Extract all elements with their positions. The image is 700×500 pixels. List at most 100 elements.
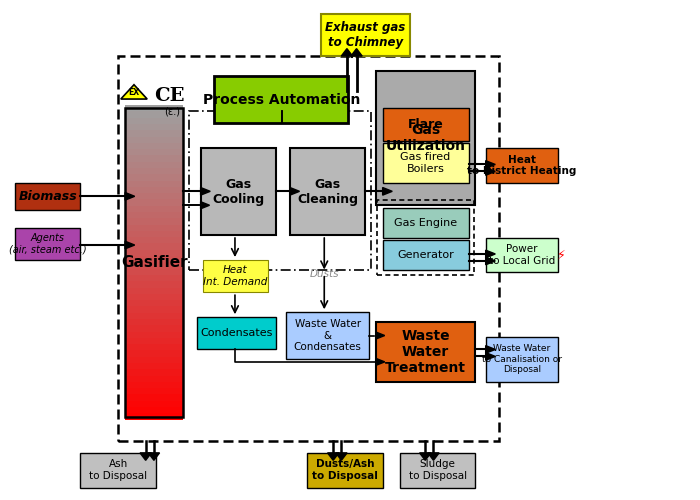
Text: Agents
(air, steam etc.): Agents (air, steam etc.) — [9, 233, 87, 254]
Bar — [125, 268, 183, 275]
Bar — [125, 142, 183, 149]
Bar — [125, 256, 183, 262]
Bar — [201, 148, 276, 235]
Bar — [125, 218, 183, 224]
Bar — [383, 240, 468, 270]
Text: Gas
Utilization: Gas Utilization — [386, 123, 466, 153]
Bar — [486, 337, 558, 382]
Bar — [376, 322, 475, 382]
Bar — [125, 300, 183, 306]
Bar — [125, 180, 183, 187]
Bar — [125, 230, 183, 237]
Bar — [125, 369, 183, 376]
Bar — [125, 306, 183, 312]
Bar — [125, 331, 183, 338]
Bar — [125, 108, 183, 416]
Text: ⚡: ⚡ — [557, 248, 566, 262]
Polygon shape — [125, 192, 134, 200]
Bar — [125, 149, 183, 156]
Bar — [125, 212, 183, 218]
Polygon shape — [201, 202, 209, 209]
Bar — [125, 274, 183, 281]
Bar — [125, 243, 183, 250]
Bar — [125, 394, 183, 401]
Text: EX: EX — [128, 88, 139, 97]
Bar — [125, 406, 183, 414]
Bar — [125, 375, 183, 382]
Bar — [125, 193, 183, 200]
Polygon shape — [486, 352, 496, 360]
Bar — [125, 130, 183, 136]
Text: Waste Water
to Canalisation or
Disposal: Waste Water to Canalisation or Disposal — [482, 344, 561, 374]
Polygon shape — [486, 160, 496, 168]
Bar — [197, 317, 276, 350]
Bar — [286, 312, 369, 360]
Bar — [125, 206, 183, 212]
Polygon shape — [383, 188, 392, 195]
Bar — [125, 199, 183, 205]
Bar — [125, 356, 183, 363]
Text: (ε.): (ε.) — [164, 107, 180, 117]
Bar — [125, 136, 183, 143]
Bar — [125, 362, 183, 370]
Bar — [383, 208, 468, 238]
Polygon shape — [376, 332, 385, 339]
Polygon shape — [419, 453, 431, 460]
Polygon shape — [486, 250, 496, 258]
Bar — [214, 76, 349, 123]
Text: Gas Engine: Gas Engine — [394, 218, 457, 228]
Text: Gas
Cooling: Gas Cooling — [212, 178, 265, 206]
Text: Power
to Local Grid: Power to Local Grid — [489, 244, 555, 266]
Bar — [118, 56, 499, 442]
Bar — [321, 14, 410, 56]
Bar — [125, 118, 183, 124]
Bar — [290, 148, 365, 235]
Polygon shape — [290, 188, 300, 195]
Text: Exhaust gas
to Chimney: Exhaust gas to Chimney — [326, 21, 405, 49]
Polygon shape — [336, 453, 347, 460]
Text: Condensates: Condensates — [200, 328, 273, 338]
Polygon shape — [428, 453, 439, 460]
Bar — [15, 183, 80, 210]
Bar — [125, 250, 183, 256]
Text: CE: CE — [155, 87, 185, 105]
Bar — [383, 143, 468, 183]
Polygon shape — [486, 346, 496, 354]
Bar — [125, 174, 183, 180]
Bar — [15, 228, 80, 260]
Bar — [125, 262, 183, 268]
Bar — [125, 124, 183, 130]
Text: Gas
Cleaning: Gas Cleaning — [298, 178, 358, 206]
Bar — [307, 453, 383, 488]
Text: Ash
to Disposal: Ash to Disposal — [89, 460, 147, 481]
Text: Dusts: Dusts — [309, 269, 339, 279]
Polygon shape — [201, 188, 210, 195]
Polygon shape — [328, 453, 339, 460]
Bar — [125, 287, 183, 294]
Polygon shape — [125, 241, 134, 249]
Polygon shape — [351, 48, 362, 56]
Bar — [125, 350, 183, 356]
Bar — [125, 237, 183, 244]
Bar — [486, 238, 558, 272]
Bar — [203, 260, 268, 292]
Bar — [376, 71, 475, 205]
Bar — [125, 186, 183, 193]
Text: Sludge
to Disposal: Sludge to Disposal — [409, 460, 467, 481]
Bar — [80, 453, 156, 488]
Bar — [125, 104, 183, 112]
Bar — [125, 318, 183, 326]
Bar — [125, 162, 183, 168]
Text: Gas fired
Boilers: Gas fired Boilers — [400, 152, 451, 174]
Bar — [125, 155, 183, 162]
Bar — [125, 312, 183, 319]
Text: Flare: Flare — [407, 118, 443, 131]
Bar — [189, 111, 371, 270]
Text: Dusts/Ash
to Disposal: Dusts/Ash to Disposal — [312, 460, 378, 481]
Bar — [125, 325, 183, 332]
Polygon shape — [376, 358, 385, 366]
Text: Heat
Int. Demand: Heat Int. Demand — [203, 266, 267, 287]
Text: Heat
to District Heating: Heat to District Heating — [467, 154, 576, 176]
Text: Generator: Generator — [397, 250, 454, 260]
Polygon shape — [342, 48, 353, 56]
